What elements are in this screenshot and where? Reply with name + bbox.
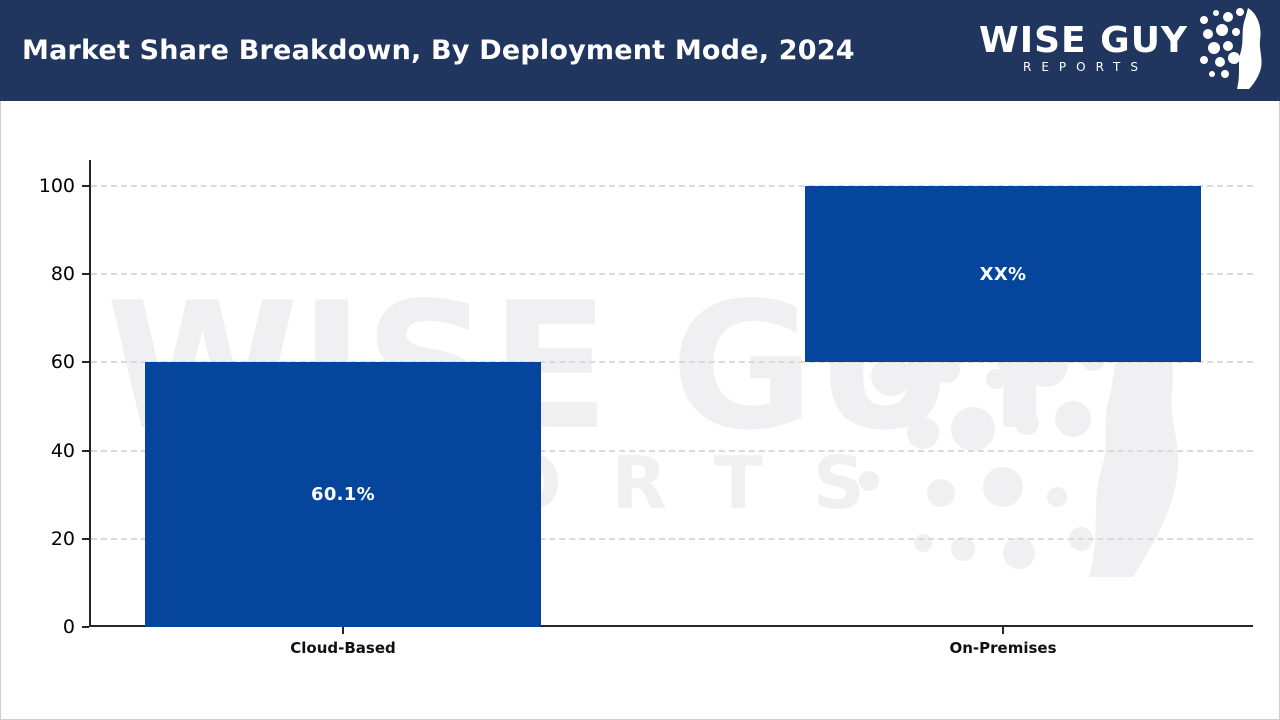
logo-text: WISE GUY REPORTS [978, 19, 1188, 75]
logo-subtext: REPORTS [1022, 60, 1148, 75]
logo-wordmark: WISE GUY [978, 19, 1188, 61]
header: Market Share Breakdown, By Deployment Mo… [0, 0, 1280, 101]
bar-on-premises: XX% [805, 186, 1201, 363]
y-tick-mark [82, 185, 89, 187]
chart-area: WISE GUY REPORTS 0 20 40 60 80 100 60.1% XX% Clo… [0, 101, 1280, 720]
y-tick-label: 20 [50, 527, 75, 550]
gridline-20 [91, 537, 1253, 540]
y-tick-label: 80 [50, 263, 75, 286]
x-category-label: On-Premises [949, 639, 1057, 657]
x-category-label: Cloud-Based [290, 639, 396, 657]
gridline-60 [91, 361, 1253, 364]
y-tick-mark [82, 273, 89, 276]
gridline-80 [91, 273, 1253, 276]
y-tick-mark [82, 626, 89, 628]
gridline-40 [91, 449, 1253, 452]
bar-chart: 0 20 40 60 80 100 60.1% XX% Cloud-Based On-Premis… [39, 160, 1253, 657]
y-tick-mark [82, 361, 89, 364]
x-tick-mark [342, 627, 344, 634]
x-tick-mark [1002, 627, 1004, 634]
y-tick-mark [82, 449, 89, 452]
wise-guy-logo: WISE GUY REPORTS [979, 6, 1266, 90]
page-title: Market Share Breakdown, By Deployment Mo… [22, 35, 855, 66]
y-tick-mark [82, 537, 89, 540]
bar-cloud-based: 60.1% [145, 361, 541, 627]
bar-value-label: XX% [979, 263, 1027, 285]
y-tick-label: 100 [38, 175, 75, 197]
y-tick-label: 60 [50, 351, 75, 374]
bar-value-label: 60.1% [311, 483, 375, 505]
y-tick-label: 40 [50, 439, 75, 462]
y-tick-label: 0 [62, 616, 75, 638]
gridline-100 [91, 185, 1253, 187]
logo-face-icon [1200, 8, 1262, 89]
